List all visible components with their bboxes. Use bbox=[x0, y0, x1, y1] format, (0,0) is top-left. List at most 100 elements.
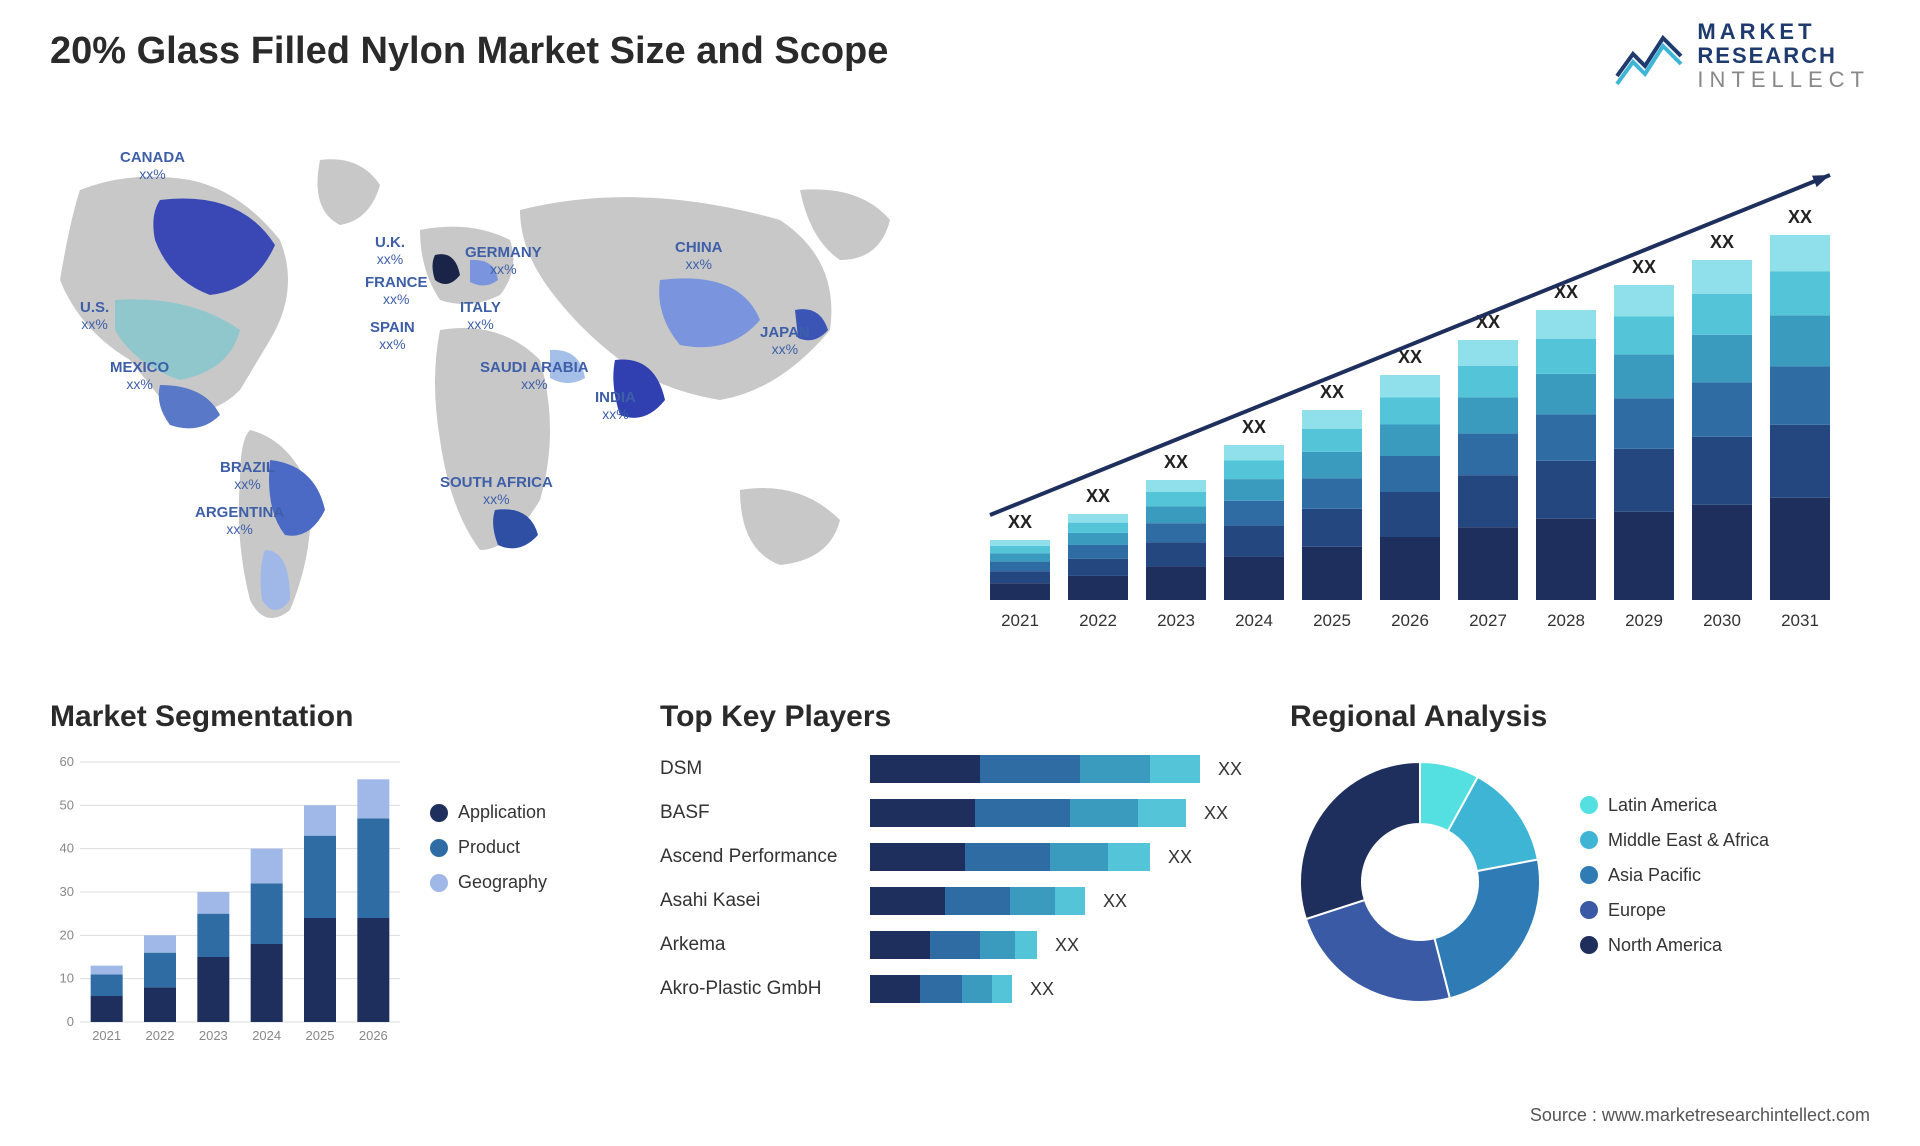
seg-legend-geography: Geography bbox=[430, 872, 547, 893]
seg-legend-product: Product bbox=[430, 837, 547, 858]
svg-text:2024: 2024 bbox=[252, 1028, 281, 1043]
brand-logo: MARKET RESEARCH INTELLECT bbox=[1615, 20, 1870, 93]
kp-label: DSM bbox=[660, 758, 870, 780]
svg-text:XX: XX bbox=[1788, 207, 1812, 227]
svg-text:20: 20 bbox=[60, 927, 74, 942]
svg-text:0: 0 bbox=[67, 1014, 74, 1029]
map-svg bbox=[40, 130, 910, 650]
kp-bar bbox=[870, 843, 1150, 871]
logo-line1: MARKET bbox=[1697, 20, 1870, 44]
keyplayers-section: Top Key Players DSMXXBASFXXAscend Perfor… bbox=[660, 700, 1250, 1016]
regional-donut bbox=[1290, 752, 1550, 1012]
svg-text:XX: XX bbox=[1164, 452, 1188, 472]
kp-row-akro-plastic-gmbh: Akro-Plastic GmbH XX bbox=[660, 972, 1250, 1006]
map-label-india: INDIAxx% bbox=[595, 390, 636, 422]
kp-row-ascend-performance: Ascend Performance XX bbox=[660, 840, 1250, 874]
kp-label: BASF bbox=[660, 802, 870, 824]
kp-bar bbox=[870, 755, 1200, 783]
kp-label: Asahi Kasei bbox=[660, 890, 870, 912]
kp-row-dsm: DSM XX bbox=[660, 752, 1250, 786]
logo-line3: INTELLECT bbox=[1697, 68, 1870, 92]
svg-text:2022: 2022 bbox=[146, 1028, 175, 1043]
regional-section: Regional Analysis Latin America Middle Ea… bbox=[1290, 700, 1870, 1012]
svg-text:10: 10 bbox=[60, 971, 74, 986]
world-map: CANADAxx% U.S.xx%MEXICOxx% BRAZILxx% ARGENT… bbox=[40, 130, 910, 650]
svg-text:2030: 2030 bbox=[1703, 611, 1741, 630]
map-label-u-s-: U.S.xx% bbox=[80, 300, 109, 332]
svg-text:2027: 2027 bbox=[1469, 611, 1507, 630]
svg-text:60: 60 bbox=[60, 754, 74, 769]
map-label-south-africa: SOUTH AFRICAxx% bbox=[440, 475, 553, 507]
map-label-u-k-: U.K.xx% bbox=[375, 235, 405, 267]
svg-text:40: 40 bbox=[60, 841, 74, 856]
svg-text:2022: 2022 bbox=[1079, 611, 1117, 630]
svg-text:XX: XX bbox=[1710, 232, 1734, 252]
kp-bar bbox=[870, 975, 1012, 1003]
svg-text:30: 30 bbox=[60, 884, 74, 899]
map-label-brazil: BRAZILxx% bbox=[220, 460, 275, 492]
map-label-argentina: ARGENTINAxx% bbox=[195, 505, 284, 537]
kp-bar bbox=[870, 887, 1085, 915]
segmentation-chart: 0 10 20 30 40 50 60 2021 2022 2023 2024 2025 2026 bbox=[50, 752, 410, 1052]
svg-text:2026: 2026 bbox=[1391, 611, 1429, 630]
svg-text:2021: 2021 bbox=[92, 1028, 121, 1043]
kp-value: XX bbox=[1103, 891, 1127, 912]
kp-label: Arkema bbox=[660, 934, 870, 956]
svg-text:2031: 2031 bbox=[1781, 611, 1819, 630]
source-text: Source : www.marketresearchintellect.com bbox=[1530, 1105, 1870, 1126]
segmentation-title: Market Segmentation bbox=[50, 700, 620, 734]
map-label-italy: ITALYxx% bbox=[460, 300, 501, 332]
map-label-germany: GERMANYxx% bbox=[465, 245, 542, 277]
kp-row-arkema: Arkema XX bbox=[660, 928, 1250, 962]
svg-text:2023: 2023 bbox=[1157, 611, 1195, 630]
map-label-spain: SPAINxx% bbox=[370, 320, 415, 352]
map-label-france: FRANCExx% bbox=[365, 275, 428, 307]
map-label-canada: CANADAxx% bbox=[120, 150, 185, 182]
map-label-japan: JAPANxx% bbox=[760, 325, 810, 357]
logo-icon bbox=[1615, 26, 1685, 86]
map-label-china: CHINAxx% bbox=[675, 240, 723, 272]
svg-text:2028: 2028 bbox=[1547, 611, 1585, 630]
kp-bar bbox=[870, 799, 1186, 827]
kp-value: XX bbox=[1055, 935, 1079, 956]
regional-legend-asia-pacific: Asia Pacific bbox=[1580, 865, 1769, 886]
keyplayers-rows: DSMXXBASFXXAscend PerformanceXXAsahi Kas… bbox=[660, 752, 1250, 1006]
kp-value: XX bbox=[1030, 979, 1054, 1000]
regional-legend: Latin America Middle East & Africa Asia Pa… bbox=[1580, 795, 1769, 970]
kp-label: Ascend Performance bbox=[660, 846, 870, 868]
growth-bar-chart: XX 2021 XX 2022 XX 2023 XX 2024 XX 2025 XX 2026 XX 20… bbox=[970, 130, 1870, 650]
kp-row-basf: BASF XX bbox=[660, 796, 1250, 830]
logo-line2: RESEARCH bbox=[1697, 44, 1870, 68]
svg-text:XX: XX bbox=[1632, 257, 1656, 277]
regional-legend-north-america: North America bbox=[1580, 935, 1769, 956]
kp-label: Akro-Plastic GmbH bbox=[660, 978, 870, 1000]
svg-text:2023: 2023 bbox=[199, 1028, 228, 1043]
svg-text:XX: XX bbox=[1086, 486, 1110, 506]
svg-text:2024: 2024 bbox=[1235, 611, 1273, 630]
map-label-mexico: MEXICOxx% bbox=[110, 360, 169, 392]
regional-legend-europe: Europe bbox=[1580, 900, 1769, 921]
svg-text:2021: 2021 bbox=[1001, 611, 1039, 630]
seg-legend-application: Application bbox=[430, 802, 547, 823]
segmentation-legend: Application Product Geography bbox=[430, 802, 547, 907]
segmentation-section: Market Segmentation 0 10 20 30 40 50 60 2021 202… bbox=[50, 700, 620, 1057]
growth-svg: XX 2021 XX 2022 XX 2023 XX 2024 XX 2025 XX 2026 XX 20… bbox=[970, 130, 1870, 650]
svg-text:XX: XX bbox=[1242, 417, 1266, 437]
svg-text:2026: 2026 bbox=[359, 1028, 388, 1043]
svg-text:XX: XX bbox=[1008, 512, 1032, 532]
regional-legend-latin-america: Latin America bbox=[1580, 795, 1769, 816]
map-label-saudi-arabia: SAUDI ARABIAxx% bbox=[480, 360, 589, 392]
kp-value: XX bbox=[1218, 759, 1242, 780]
kp-row-asahi-kasei: Asahi Kasei XX bbox=[660, 884, 1250, 918]
regional-legend-middle-east-africa: Middle East & Africa bbox=[1580, 830, 1769, 851]
page-title: 20% Glass Filled Nylon Market Size and S… bbox=[50, 30, 888, 73]
svg-text:XX: XX bbox=[1320, 382, 1344, 402]
kp-bar bbox=[870, 931, 1037, 959]
kp-value: XX bbox=[1204, 803, 1228, 824]
svg-text:50: 50 bbox=[60, 797, 74, 812]
regional-title: Regional Analysis bbox=[1290, 700, 1870, 734]
svg-text:2025: 2025 bbox=[1313, 611, 1351, 630]
kp-value: XX bbox=[1168, 847, 1192, 868]
keyplayers-title: Top Key Players bbox=[660, 700, 1250, 734]
svg-text:2025: 2025 bbox=[306, 1028, 335, 1043]
